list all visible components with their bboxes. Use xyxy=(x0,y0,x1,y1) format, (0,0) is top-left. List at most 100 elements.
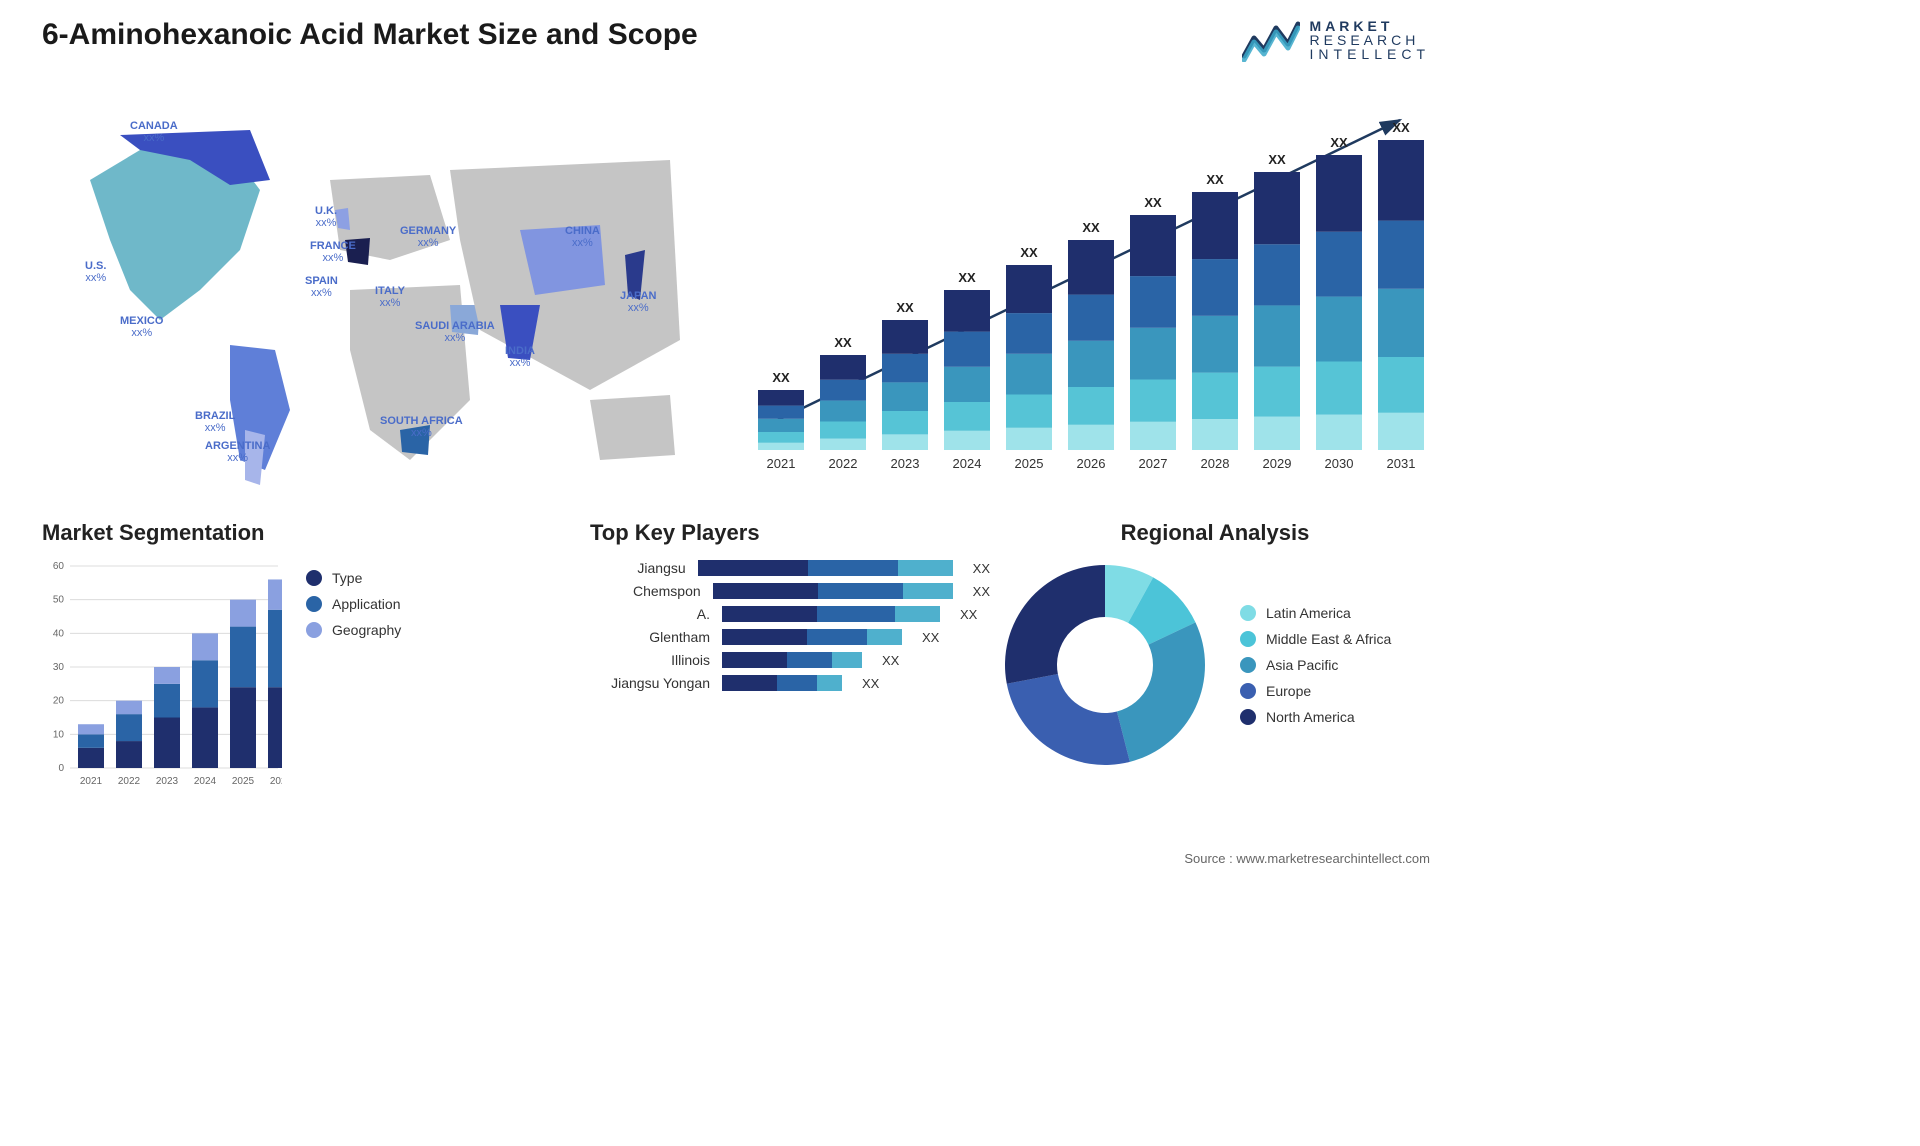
growth-bar-chart: XX2021XX2022XX2023XX2024XX2025XX2026XX20… xyxy=(740,90,1430,480)
seg-bar xyxy=(230,687,256,768)
growth-bar-seg xyxy=(1316,232,1362,297)
seg-bar xyxy=(154,684,180,718)
seg-bar xyxy=(78,724,104,734)
legend-label: Asia Pacific xyxy=(1266,657,1338,673)
growth-bar-seg xyxy=(1192,316,1238,373)
player-bar-seg xyxy=(722,652,787,668)
player-bar-seg xyxy=(722,675,777,691)
growth-bar-seg xyxy=(758,406,804,419)
players-section: Top Key Players JiangsuXXChemsponXXA.XXG… xyxy=(590,520,990,698)
growth-year-label: 2024 xyxy=(953,456,982,471)
player-row: Jiangsu YonganXX xyxy=(590,675,990,691)
seg-legend-item: Geography xyxy=(306,622,401,638)
growth-bar-seg xyxy=(1068,425,1114,450)
player-bar-seg xyxy=(895,606,940,622)
map-label-spain: SPAINxx% xyxy=(305,275,338,299)
growth-year-label: 2021 xyxy=(767,456,796,471)
player-bar-seg xyxy=(867,629,902,645)
regional-legend-item: North America xyxy=(1240,709,1391,725)
legend-label: Application xyxy=(332,596,401,612)
player-row: IllinoisXX xyxy=(590,652,990,668)
seg-bar xyxy=(268,687,282,768)
player-bar-seg xyxy=(832,652,862,668)
player-label: Glentham xyxy=(590,629,710,645)
seg-xtick: 2023 xyxy=(156,776,179,787)
growth-year-label: 2027 xyxy=(1139,456,1168,471)
growth-year-label: 2023 xyxy=(891,456,920,471)
player-bar xyxy=(722,652,862,668)
donut-slice xyxy=(1005,565,1105,684)
logo-text: MARKET RESEARCH INTELLECT xyxy=(1310,19,1430,61)
growth-bar-seg xyxy=(882,382,928,411)
growth-bar-seg xyxy=(944,290,990,332)
regional-legend-item: Latin America xyxy=(1240,605,1391,621)
seg-bar xyxy=(192,660,218,707)
growth-value-label: XX xyxy=(1020,245,1038,260)
growth-year-label: 2022 xyxy=(829,456,858,471)
legend-swatch xyxy=(1240,631,1256,647)
map-label-japan: JAPANxx% xyxy=(620,290,656,314)
growth-bar-seg xyxy=(758,419,804,432)
regional-title: Regional Analysis xyxy=(1000,520,1430,546)
brand-logo: MARKET RESEARCH INTELLECT xyxy=(1242,18,1430,62)
segmentation-legend: TypeApplicationGeography xyxy=(306,560,401,648)
seg-ytick: 50 xyxy=(53,595,65,606)
seg-ytick: 0 xyxy=(58,763,64,774)
regional-donut-svg xyxy=(1000,560,1210,770)
legend-swatch xyxy=(1240,709,1256,725)
player-bar xyxy=(698,560,953,576)
map-label-india: INDIAxx% xyxy=(505,345,535,369)
growth-value-label: XX xyxy=(896,300,914,315)
player-row: A.XX xyxy=(590,606,990,622)
player-bar xyxy=(722,629,902,645)
growth-bar-seg xyxy=(1316,415,1362,450)
seg-ytick: 60 xyxy=(53,561,65,572)
growth-bar-seg xyxy=(820,401,866,422)
player-row: GlenthamXX xyxy=(590,629,990,645)
growth-bar-seg xyxy=(758,443,804,450)
map-label-saudi-arabia: SAUDI ARABIAxx% xyxy=(415,320,495,344)
seg-xtick: 2026 xyxy=(270,776,282,787)
legend-label: Geography xyxy=(332,622,401,638)
seg-bar xyxy=(268,579,282,609)
map-label-france: FRANCExx% xyxy=(310,240,356,264)
growth-value-label: XX xyxy=(834,335,852,350)
player-value: XX xyxy=(862,676,879,691)
segmentation-chart-svg: 0102030405060202120222023202420252026 xyxy=(42,560,282,790)
growth-bar-seg xyxy=(1192,192,1238,259)
growth-bar-seg xyxy=(1006,428,1052,450)
seg-bar xyxy=(192,633,218,660)
player-bar-seg xyxy=(817,675,842,691)
growth-year-label: 2025 xyxy=(1015,456,1044,471)
legend-swatch xyxy=(1240,657,1256,673)
player-value: XX xyxy=(973,584,990,599)
map-label-brazil: BRAZILxx% xyxy=(195,410,235,434)
growth-bar-seg xyxy=(1130,215,1176,276)
growth-bar-seg xyxy=(1068,387,1114,425)
growth-bar-seg xyxy=(1378,221,1424,289)
map-label-mexico: MEXICOxx% xyxy=(120,315,163,339)
legend-label: North America xyxy=(1266,709,1355,725)
growth-bar-seg xyxy=(820,422,866,439)
legend-swatch xyxy=(306,622,322,638)
seg-bar xyxy=(154,718,180,769)
seg-bar xyxy=(116,741,142,768)
seg-ytick: 20 xyxy=(53,696,65,707)
logo-mark-icon xyxy=(1242,18,1300,62)
legend-label: Latin America xyxy=(1266,605,1351,621)
growth-bar-seg xyxy=(1130,276,1176,328)
seg-bar xyxy=(116,701,142,714)
legend-swatch xyxy=(306,570,322,586)
growth-bar-seg xyxy=(1254,305,1300,366)
growth-bar-seg xyxy=(1254,367,1300,417)
player-row: ChemsponXX xyxy=(590,583,990,599)
seg-xtick: 2025 xyxy=(232,776,255,787)
source-text: Source : www.marketresearchintellect.com xyxy=(1184,851,1430,866)
growth-bar-seg xyxy=(1006,354,1052,395)
seg-bar xyxy=(116,714,142,741)
seg-bar xyxy=(268,610,282,687)
map-label-argentina: ARGENTINAxx% xyxy=(205,440,270,464)
growth-bar-seg xyxy=(944,431,990,450)
growth-bar-seg xyxy=(882,411,928,434)
seg-bar xyxy=(78,748,104,768)
